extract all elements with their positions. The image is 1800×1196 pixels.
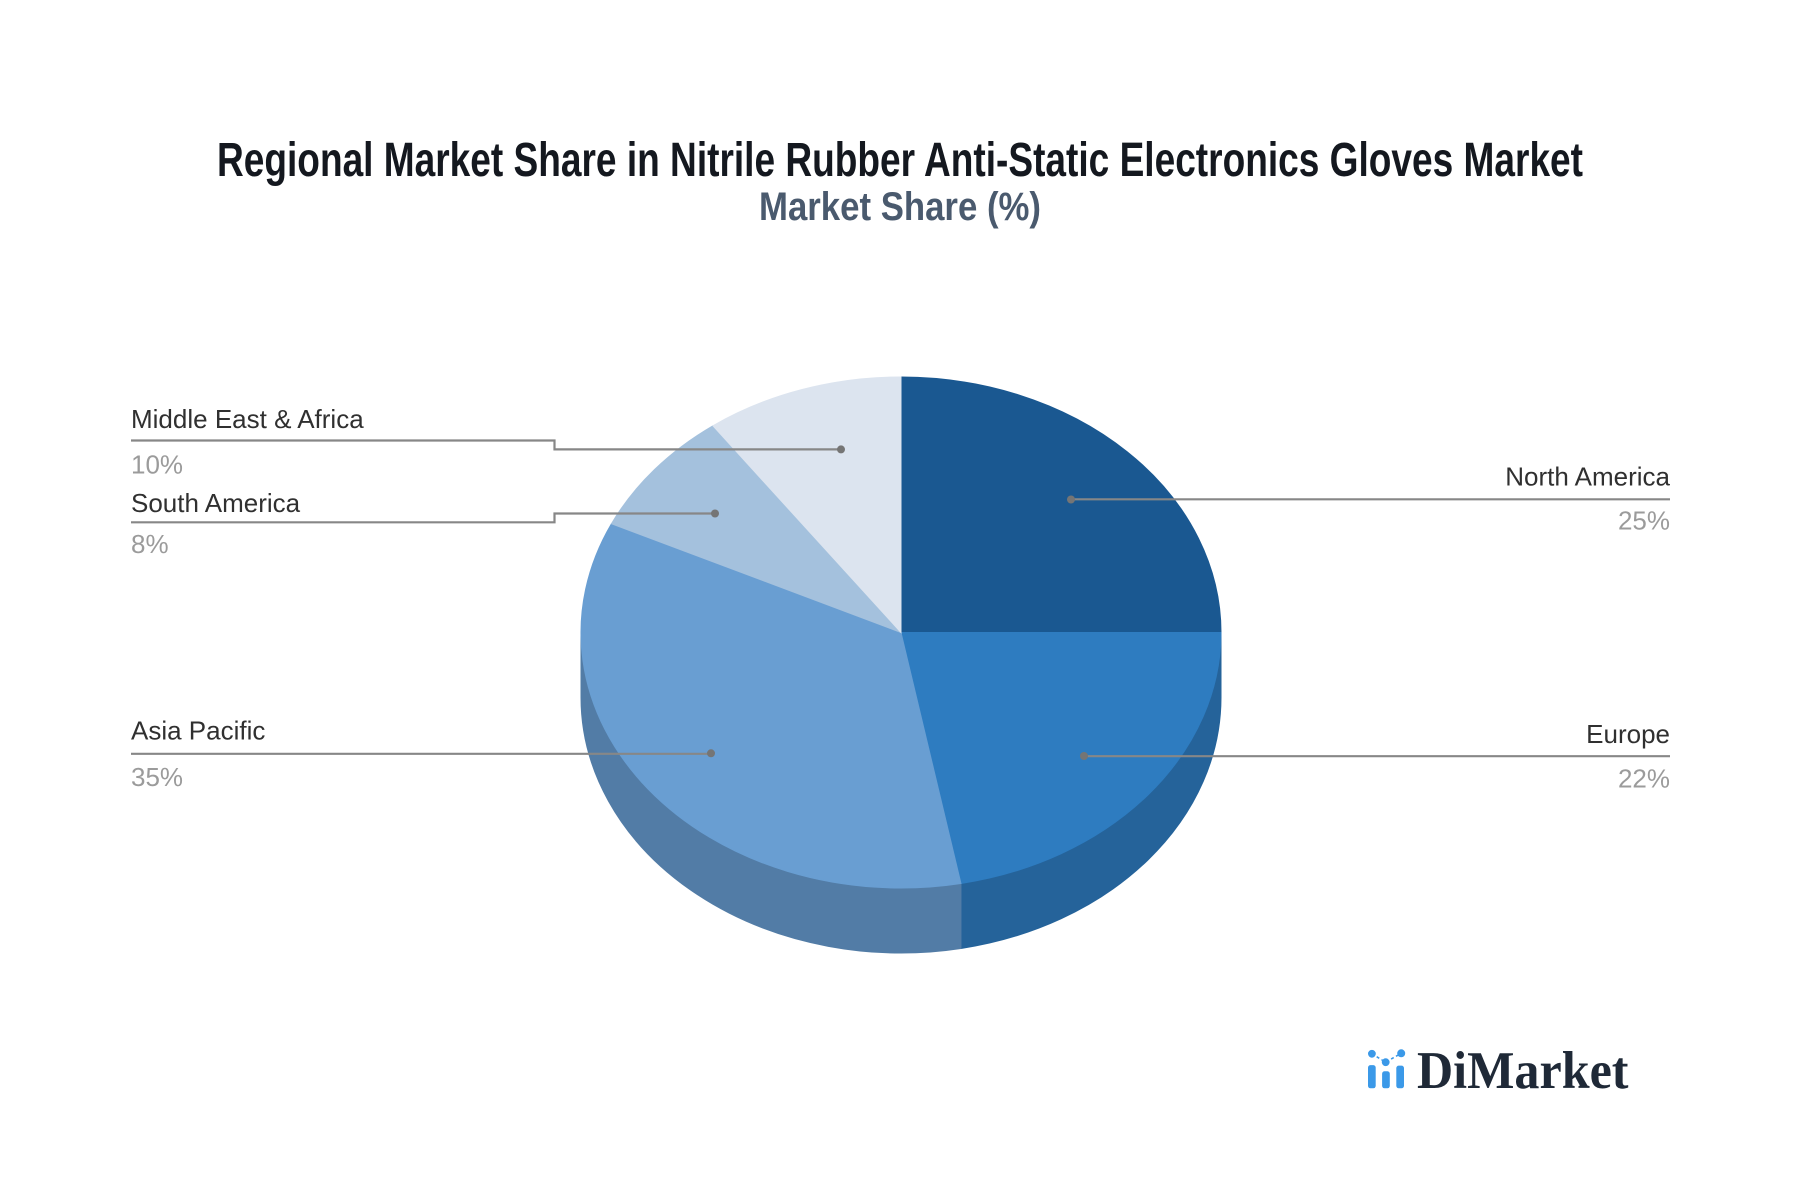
svg-text:35%: 35% [131,762,183,792]
svg-text:10%: 10% [131,450,183,480]
svg-text:Middle East & Africa: Middle East & Africa [131,404,364,434]
svg-text:Europe: Europe [1586,719,1670,749]
svg-text:8%: 8% [131,529,169,559]
svg-text:North America: North America [1505,462,1670,492]
svg-text:Market Share (%): Market Share (%) [759,185,1041,229]
svg-text:Asia Pacific: Asia Pacific [131,716,265,746]
svg-text:22%: 22% [1618,764,1670,794]
svg-text:South America: South America [131,488,301,518]
svg-text:Regional Market Share in Nitri: Regional Market Share in Nitrile Rubber … [217,134,1583,187]
svg-text:25%: 25% [1618,506,1670,536]
svg-text:DiMarket: DiMarket [1417,1042,1629,1100]
